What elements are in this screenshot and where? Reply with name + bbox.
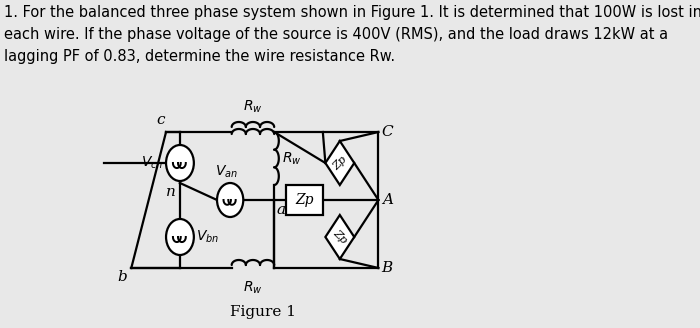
Text: A: A — [382, 193, 393, 207]
Text: B: B — [382, 261, 393, 275]
Polygon shape — [326, 215, 354, 259]
Text: n: n — [166, 185, 176, 199]
Circle shape — [166, 145, 194, 181]
Text: $R_w$: $R_w$ — [282, 150, 302, 167]
Text: $V_{an}$: $V_{an}$ — [215, 164, 238, 180]
Text: b: b — [118, 270, 127, 284]
Text: Zp: Zp — [331, 154, 349, 172]
Circle shape — [217, 183, 244, 217]
Text: a: a — [276, 203, 286, 217]
Text: C: C — [382, 125, 393, 139]
Polygon shape — [326, 141, 354, 185]
Circle shape — [166, 219, 194, 255]
Text: $V_{bn}$: $V_{bn}$ — [196, 229, 219, 245]
Text: Zp: Zp — [295, 193, 314, 207]
Text: $R_w$: $R_w$ — [243, 280, 262, 297]
Text: $V_{cn}$: $V_{cn}$ — [141, 155, 164, 171]
Text: c: c — [156, 113, 164, 127]
Text: 1. For the balanced three phase system shown in Figure 1. It is determined that : 1. For the balanced three phase system s… — [4, 5, 700, 64]
Text: Figure 1: Figure 1 — [230, 305, 295, 319]
Text: $R_w$: $R_w$ — [243, 99, 262, 115]
Text: Zp: Zp — [331, 228, 349, 246]
Bar — [286, 185, 323, 215]
